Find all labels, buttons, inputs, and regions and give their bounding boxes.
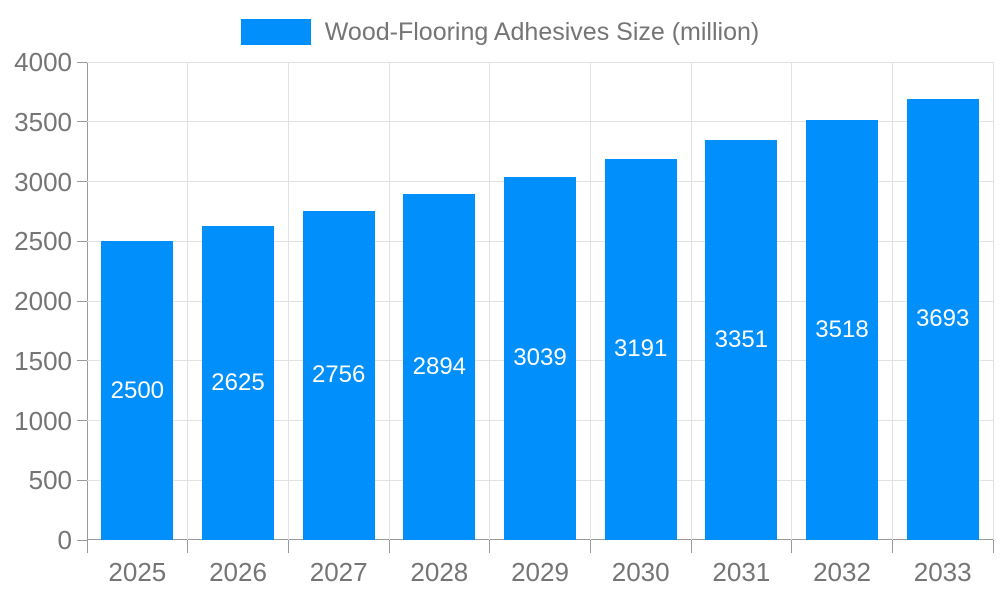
x-axis-tick-label: 2025 bbox=[108, 557, 167, 587]
y-axis-tick-label: 2500 bbox=[14, 226, 72, 257]
y-axis-tick-label: 4000 bbox=[14, 47, 72, 77]
y-axis-tick bbox=[77, 539, 87, 541]
bar-value-label: 3518 bbox=[815, 315, 869, 343]
bar-2027[interactable]: 2756 bbox=[302, 210, 375, 540]
bar-2025[interactable]: 2500 bbox=[101, 241, 174, 540]
y-axis-line bbox=[87, 62, 88, 553]
x-axis-tick bbox=[891, 540, 893, 553]
x-axis-tick-label: 2027 bbox=[309, 557, 368, 587]
x-gridline bbox=[388, 62, 390, 540]
x-axis-tick bbox=[86, 540, 88, 553]
x-axis-tick bbox=[690, 540, 692, 553]
bar-value-label: 3191 bbox=[613, 335, 668, 363]
bar-2026[interactable]: 2625 bbox=[202, 226, 274, 540]
bar-2033[interactable]: 3693 bbox=[906, 98, 979, 540]
x-axis-tick bbox=[187, 540, 189, 553]
x-axis-tick bbox=[992, 540, 994, 553]
y-axis-tick-label: 3000 bbox=[14, 166, 72, 197]
legend-label: Wood-Flooring Adhesives Size (million) bbox=[324, 18, 760, 46]
y-axis-tick-label: 500 bbox=[28, 465, 72, 496]
bar-2032[interactable]: 3518 bbox=[806, 119, 878, 540]
x-gridline bbox=[690, 62, 692, 540]
y-axis-tick bbox=[77, 420, 87, 421]
x-axis-tick bbox=[489, 540, 491, 553]
legend-item[interactable]: Wood-Flooring Adhesives Size (million) bbox=[240, 18, 760, 46]
y-axis-tick-label: 3500 bbox=[14, 106, 72, 137]
y-axis-tick bbox=[77, 360, 87, 362]
y-axis-tick bbox=[77, 240, 87, 242]
y-axis-tick bbox=[77, 300, 87, 302]
x-axis-tick-label: 2033 bbox=[913, 557, 972, 587]
x-axis-tick-label: 2032 bbox=[813, 557, 871, 587]
y-axis-tick-label: 1000 bbox=[14, 405, 72, 436]
x-gridline bbox=[891, 62, 893, 540]
x-gridline bbox=[791, 62, 793, 540]
bar-value-label: 3351 bbox=[714, 325, 769, 353]
x-gridline bbox=[287, 62, 289, 540]
bar-value-label: 3039 bbox=[513, 344, 567, 372]
y-axis-tick bbox=[77, 61, 87, 63]
y-axis-tick bbox=[77, 121, 87, 123]
y-axis-tick bbox=[77, 181, 87, 182]
bar-2028[interactable]: 2894 bbox=[403, 194, 476, 540]
x-axis-tick bbox=[791, 540, 793, 553]
x-gridline bbox=[187, 62, 189, 540]
y-axis-tick-label: 1500 bbox=[14, 345, 72, 376]
y-axis-tick bbox=[77, 479, 87, 481]
x-axis-tick-label: 2031 bbox=[712, 557, 771, 587]
plot-area: 0 500 1000 1500 2000 2500 3000 3500 4000 2025 2026… bbox=[14, 49, 994, 585]
x-axis-tick-label: 2030 bbox=[611, 557, 670, 587]
x-axis-tick bbox=[388, 540, 390, 553]
bar-value-label: 2625 bbox=[211, 369, 265, 397]
legend-swatch-icon bbox=[240, 19, 311, 45]
bar-value-label: 3693 bbox=[915, 305, 970, 333]
x-axis-tick bbox=[287, 540, 289, 553]
bar-2029[interactable]: 3039 bbox=[504, 176, 576, 540]
bar-2031[interactable]: 3351 bbox=[705, 139, 778, 540]
x-gridline bbox=[992, 62, 994, 540]
bar-value-label: 2756 bbox=[311, 361, 366, 389]
x-axis-tick-label: 2026 bbox=[209, 557, 267, 587]
legend: Wood-Flooring Adhesives Size (million) bbox=[0, 19, 1000, 45]
x-gridline bbox=[589, 62, 591, 540]
y-axis-tick-label: 2000 bbox=[14, 286, 72, 316]
bar-value-label: 2894 bbox=[412, 353, 467, 381]
bar-2030[interactable]: 3191 bbox=[604, 158, 677, 540]
y-gridline bbox=[87, 121, 993, 123]
x-gridline bbox=[489, 62, 491, 540]
y-gridline bbox=[87, 61, 993, 63]
x-axis-tick-label: 2029 bbox=[511, 557, 569, 587]
bar-value-label: 2500 bbox=[110, 376, 165, 404]
x-axis-tick-label: 2028 bbox=[410, 557, 469, 587]
x-axis-tick bbox=[589, 540, 591, 553]
y-axis-tick-label: 0 bbox=[57, 525, 72, 555]
